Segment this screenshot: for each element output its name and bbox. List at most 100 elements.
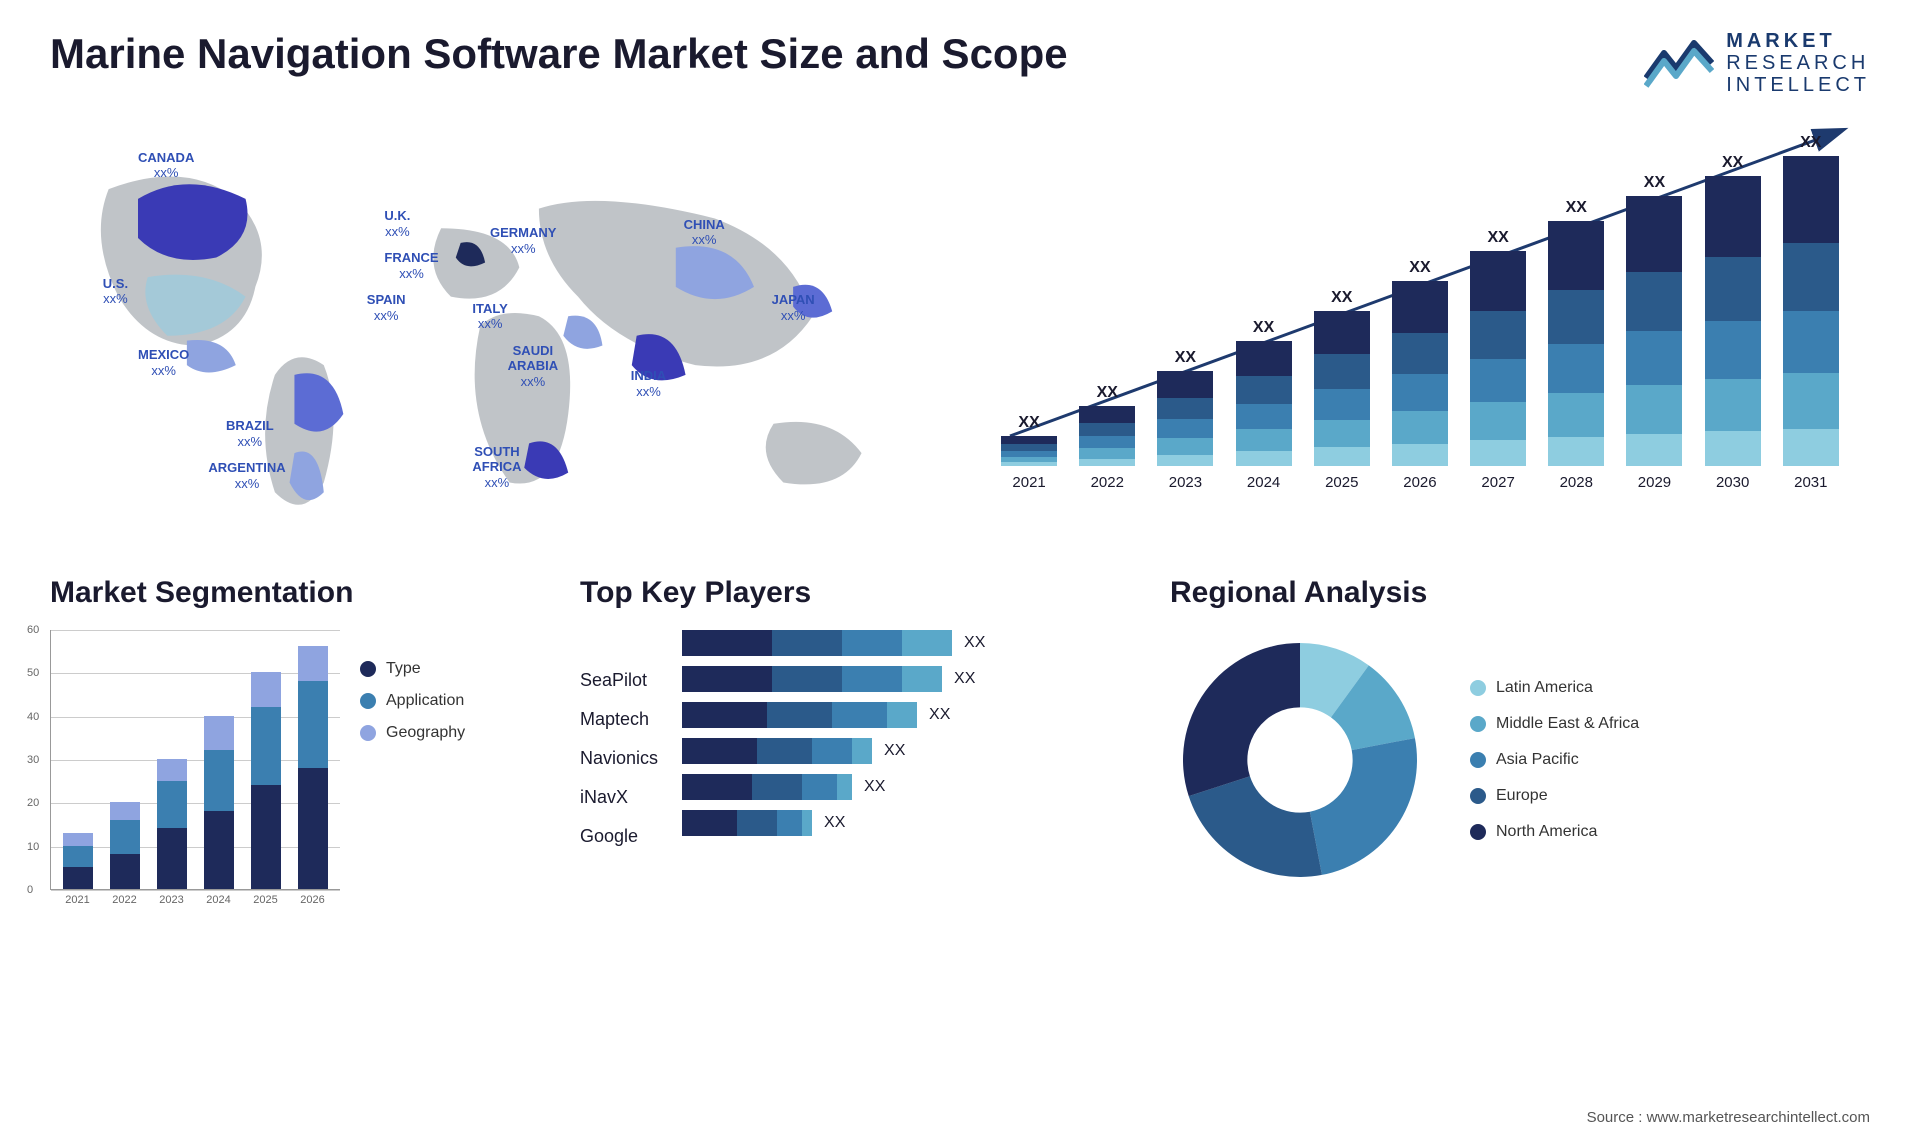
key-player-name: Maptech (580, 709, 658, 730)
legend-item: Middle East & Africa (1470, 715, 1639, 733)
logo: MARKET RESEARCH INTELLECT (1644, 30, 1870, 96)
key-players-panel: Top Key Players SeaPilot Maptech Navionics… (580, 576, 1120, 936)
growth-year-label: 2024 (1236, 474, 1292, 491)
segmentation-panel: Market Segmentation 0102030405060 202120… (50, 576, 530, 936)
legend-swatch (360, 693, 376, 709)
donut-slice (1183, 643, 1300, 796)
growth-year-label: 2030 (1705, 474, 1761, 491)
growth-year-label: 2025 (1314, 474, 1370, 491)
regional-donut (1170, 630, 1430, 890)
map-label: FRANCExx% (384, 250, 438, 281)
segmentation-x-axis: 202120222023202420252026 (50, 890, 340, 906)
legend-swatch (360, 661, 376, 677)
legend-swatch (1470, 824, 1486, 840)
logo-icon (1644, 38, 1714, 88)
seg-y-tick: 30 (27, 754, 39, 766)
key-player-name: SeaPilot (580, 670, 658, 691)
growth-bar-label: XX (1018, 414, 1039, 432)
growth-year-label: 2023 (1157, 474, 1213, 491)
growth-bar: XX (1392, 259, 1448, 466)
key-player-bar-row: XX (682, 702, 1120, 728)
seg-x-tick: 2021 (65, 894, 89, 906)
growth-year-label: 2027 (1470, 474, 1526, 491)
growth-bar: XX (1236, 319, 1292, 466)
key-player-value: XX (929, 706, 950, 724)
legend-item: North America (1470, 823, 1639, 841)
seg-y-tick: 10 (27, 841, 39, 853)
legend-label: Asia Pacific (1496, 751, 1579, 769)
seg-x-tick: 2022 (112, 894, 136, 906)
key-player-bar-row: XX (682, 738, 1120, 764)
growth-bar-label: XX (1487, 229, 1508, 247)
map-label: ARGENTINAxx% (208, 460, 285, 491)
key-players-bars: XXXXXXXXXXXX (682, 630, 1120, 847)
map-label: ITALYxx% (472, 301, 507, 332)
map-label: SOUTHAFRICAxx% (472, 444, 521, 491)
key-player-value: XX (864, 778, 885, 796)
seg-x-tick: 2023 (159, 894, 183, 906)
map-label: CANADAxx% (138, 150, 194, 181)
legend-swatch (1470, 716, 1486, 732)
legend-label: Europe (1496, 787, 1548, 805)
growth-chart-panel: XXXXXXXXXXXXXXXXXXXXXX 20212022202320242… (970, 116, 1870, 536)
map-label: U.K.xx% (384, 208, 410, 239)
key-player-name: Navionics (580, 748, 658, 769)
legend-item: Application (360, 692, 465, 710)
regional-panel: Regional Analysis Latin AmericaMiddle Ea… (1170, 576, 1870, 936)
seg-y-tick: 40 (27, 711, 39, 723)
map-label: INDIAxx% (631, 368, 666, 399)
legend-label: North America (1496, 823, 1597, 841)
legend-label: Application (386, 692, 464, 710)
map-label: GERMANYxx% (490, 225, 556, 256)
map-label: SPAINxx% (367, 292, 406, 323)
world-map-panel: CANADAxx%U.S.xx%MEXICOxx%BRAZILxx%ARGENT… (50, 116, 930, 536)
donut-slice (1310, 738, 1417, 875)
growth-bar: XX (1314, 289, 1370, 466)
growth-bar-label: XX (1644, 174, 1665, 192)
growth-bar: XX (1705, 154, 1761, 466)
top-row: CANADAxx%U.S.xx%MEXICOxx%BRAZILxx%ARGENT… (50, 116, 1870, 536)
key-player-bar-row: XX (682, 630, 1120, 656)
legend-label: Latin America (1496, 679, 1593, 697)
growth-bar: XX (1626, 174, 1682, 466)
growth-bar: XX (1001, 414, 1057, 466)
logo-text-1: MARKET (1726, 30, 1870, 52)
seg-y-tick: 60 (27, 624, 39, 636)
map-label: MEXICOxx% (138, 347, 189, 378)
key-players-labels: SeaPilot Maptech Navionics iNavX Google (580, 630, 658, 847)
segmentation-title: Market Segmentation (50, 576, 530, 610)
growth-year-label: 2021 (1001, 474, 1057, 491)
legend-label: Middle East & Africa (1496, 715, 1639, 733)
source-text: Source : www.marketresearchintellect.com (1587, 1109, 1870, 1126)
legend-swatch (1470, 788, 1486, 804)
donut-slice (1189, 776, 1322, 877)
seg-x-tick: 2024 (206, 894, 230, 906)
key-players-title: Top Key Players (580, 576, 1120, 610)
key-player-value: XX (884, 742, 905, 760)
growth-bar-label: XX (1722, 154, 1743, 172)
seg-bar (298, 646, 328, 889)
header: Marine Navigation Software Market Size a… (50, 30, 1870, 96)
growth-year-label: 2022 (1079, 474, 1135, 491)
growth-year-label: 2029 (1626, 474, 1682, 491)
growth-bar: XX (1079, 384, 1135, 466)
key-player-name: Google (580, 826, 658, 847)
key-player-value: XX (964, 634, 985, 652)
growth-year-label: 2026 (1392, 474, 1448, 491)
seg-bar (110, 802, 140, 889)
seg-bar (251, 672, 281, 889)
growth-bar: XX (1783, 134, 1839, 466)
segmentation-legend: TypeApplicationGeography (360, 630, 465, 906)
growth-bar-label: XX (1253, 319, 1274, 337)
growth-bar-label: XX (1800, 134, 1821, 152)
growth-bar: XX (1470, 229, 1526, 466)
growth-x-axis: 2021202220232024202520262027202820292030… (980, 466, 1860, 491)
legend-swatch (360, 725, 376, 741)
seg-bar (204, 716, 234, 889)
legend-swatch (1470, 680, 1486, 696)
key-player-name: iNavX (580, 787, 658, 808)
growth-bar-label: XX (1097, 384, 1118, 402)
legend-item: Asia Pacific (1470, 751, 1639, 769)
map-label: JAPANxx% (772, 292, 815, 323)
regional-legend: Latin America Middle East & Africa Asia Pa… (1470, 679, 1639, 841)
